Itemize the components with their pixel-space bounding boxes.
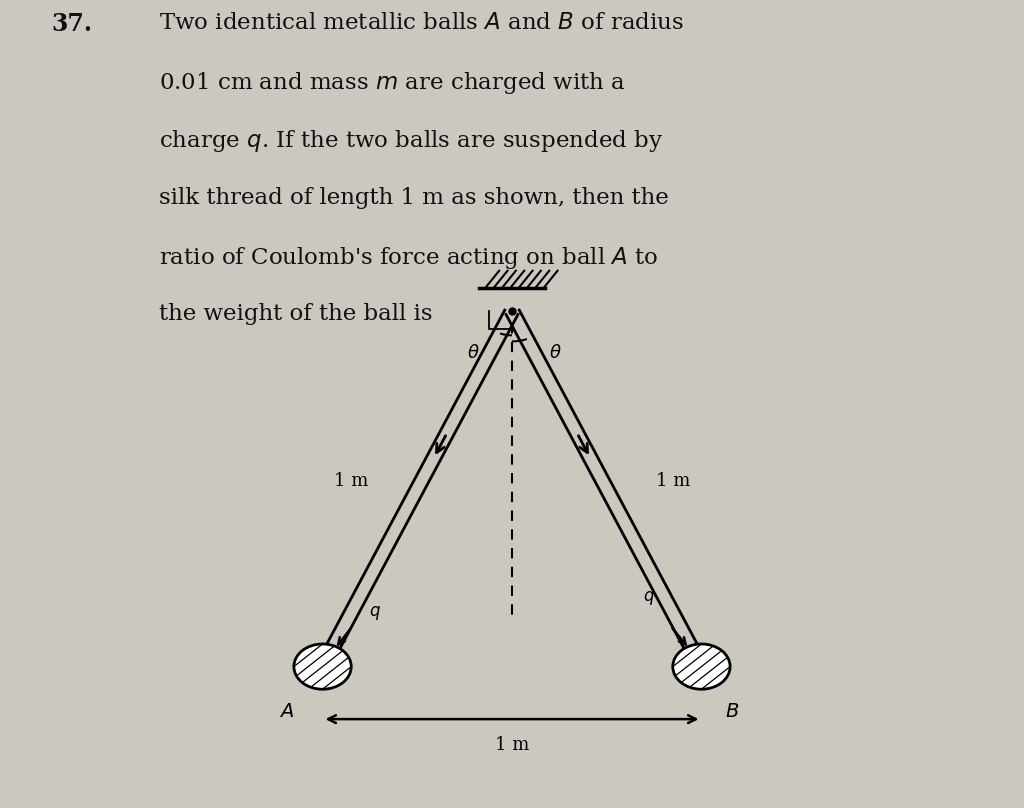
Text: charge $q$. If the two balls are suspended by: charge $q$. If the two balls are suspend… (159, 128, 663, 154)
Text: silk thread of length 1 m as shown, then the: silk thread of length 1 m as shown, then… (159, 187, 669, 208)
Text: $q$: $q$ (642, 589, 654, 607)
Circle shape (294, 644, 351, 689)
Text: 1 m: 1 m (656, 472, 690, 490)
Text: Two identical metallic balls $A$ and $B$ of radius: Two identical metallic balls $A$ and $B$… (159, 12, 684, 34)
Text: $\theta$: $\theta$ (549, 344, 561, 362)
Circle shape (673, 644, 730, 689)
Text: the weight of the ball is: the weight of the ball is (159, 303, 432, 325)
Text: 1 m: 1 m (495, 736, 529, 754)
Text: $q$: $q$ (369, 604, 381, 622)
Text: $A$: $A$ (280, 701, 294, 721)
Text: ratio of Coulomb's force acting on ball $A$ to: ratio of Coulomb's force acting on ball … (159, 245, 658, 271)
Text: 1 m: 1 m (334, 472, 368, 490)
Text: 0.01 cm and mass $m$ are charged with a: 0.01 cm and mass $m$ are charged with a (159, 70, 626, 96)
Text: 37.: 37. (51, 12, 92, 36)
Text: $\theta$: $\theta$ (467, 344, 479, 362)
Text: $B$: $B$ (725, 701, 739, 721)
